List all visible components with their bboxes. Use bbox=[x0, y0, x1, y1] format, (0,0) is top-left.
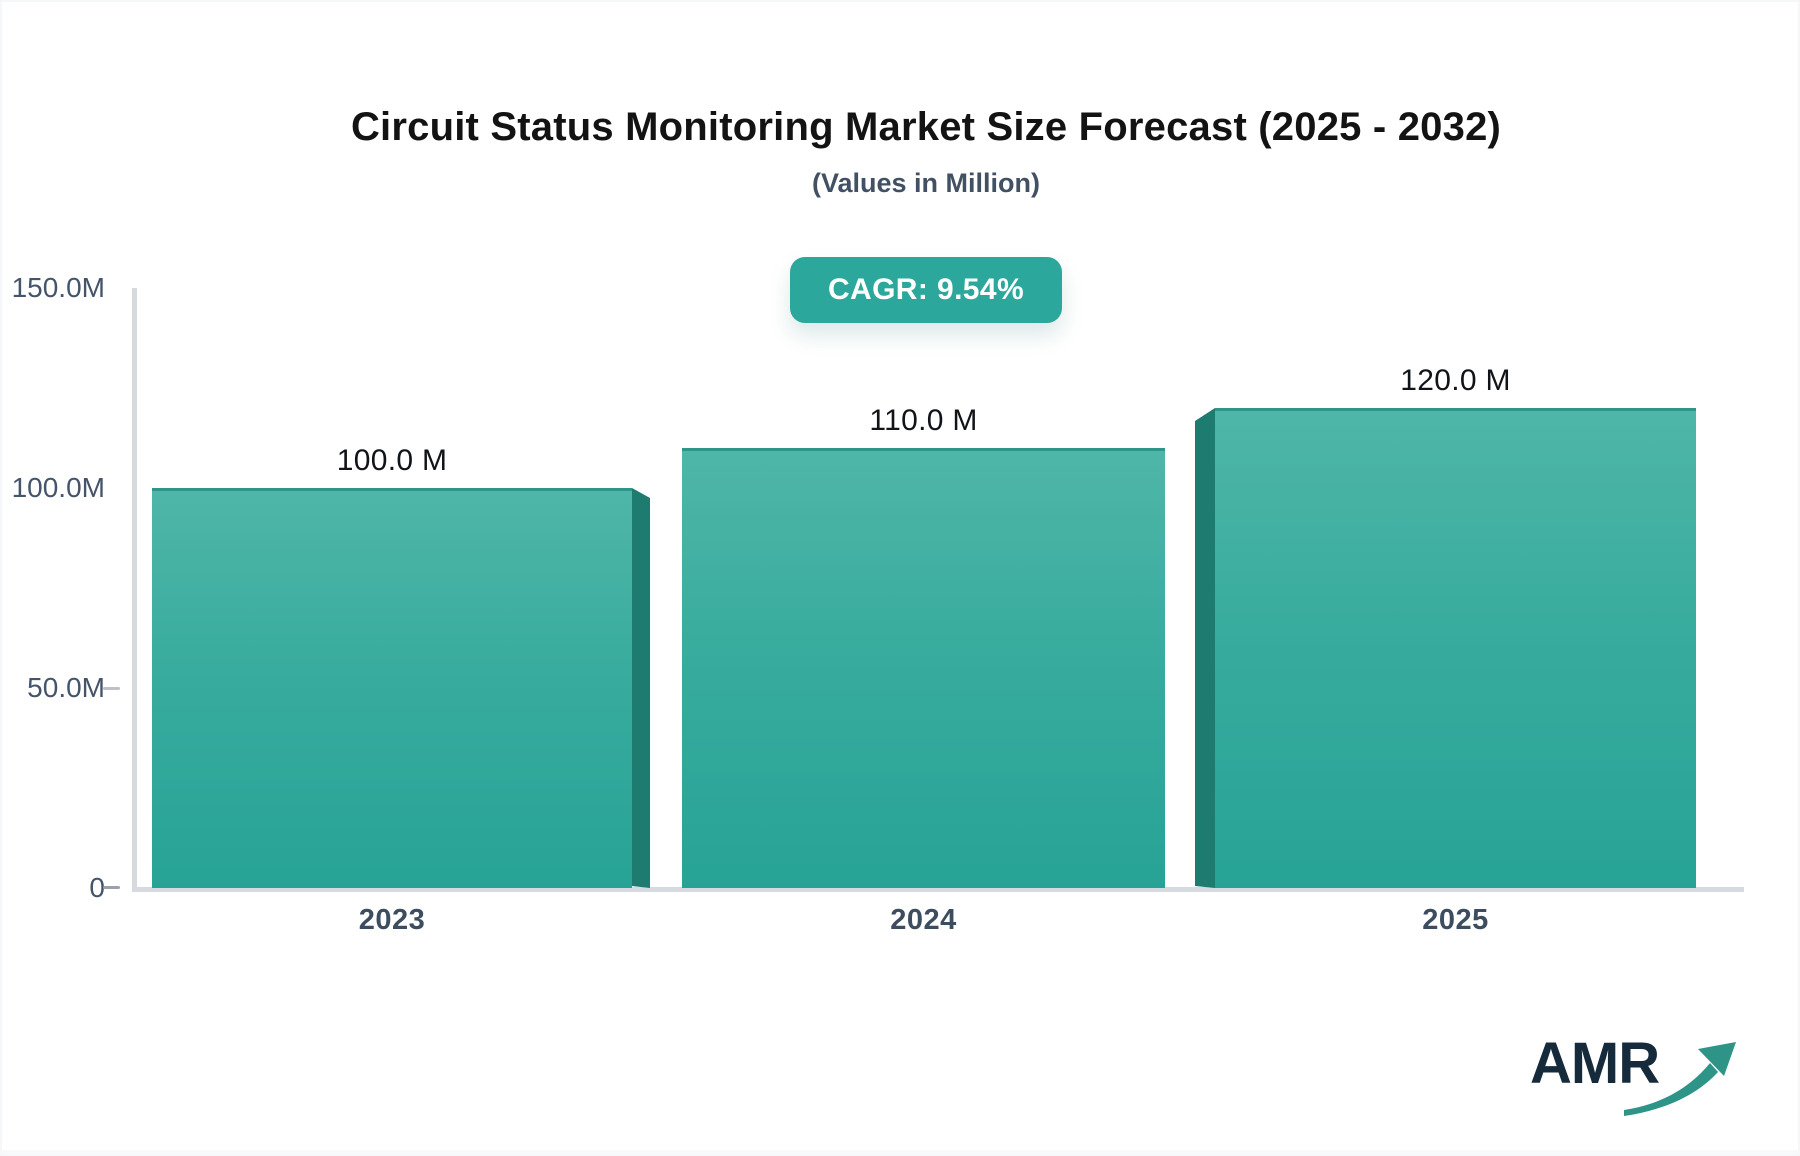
x-axis-label-2025: 2025 bbox=[1422, 904, 1489, 936]
bar-2025[interactable] bbox=[1215, 408, 1696, 888]
x-axis-line bbox=[132, 887, 1744, 892]
bar-value-label-2024: 110.0 M bbox=[869, 404, 978, 437]
y-tick-mark-50 bbox=[103, 687, 120, 690]
y-tick-label-100: 100.0M bbox=[11, 472, 105, 503]
bar-value-label-2025: 120.0 M bbox=[1400, 364, 1511, 397]
amr-logo-text: AMR bbox=[1530, 1031, 1660, 1096]
bar-2024[interactable] bbox=[682, 448, 1165, 888]
amr-logo: AMR bbox=[1530, 1030, 1736, 1120]
x-axis-label-2023: 2023 bbox=[358, 904, 426, 936]
page-subtitle: (Values in Million) bbox=[811, 168, 1041, 198]
y-tick-label-50: 50.0M bbox=[27, 672, 105, 703]
bottom-strip bbox=[2, 1150, 1798, 1154]
y-tick-label-0: 0 bbox=[89, 872, 105, 903]
y-axis-line bbox=[132, 288, 137, 888]
y-tick-label-150: 150.0M bbox=[11, 272, 105, 303]
bar-3d-side-2025 bbox=[1195, 408, 1215, 888]
growth-arrow-icon bbox=[1624, 1042, 1736, 1116]
x-axis-label-2024: 2024 bbox=[890, 904, 957, 936]
bar-value-label-2023: 100.0 M bbox=[336, 444, 448, 477]
cagr-badge: CAGR: 9.54% bbox=[790, 257, 1062, 323]
page-title: Circuit Status Monitoring Market Size Fo… bbox=[350, 105, 1502, 149]
bar-2023[interactable] bbox=[152, 488, 632, 888]
y-tick-mark-0 bbox=[103, 886, 120, 889]
bar-3d-side-2023 bbox=[632, 488, 650, 888]
